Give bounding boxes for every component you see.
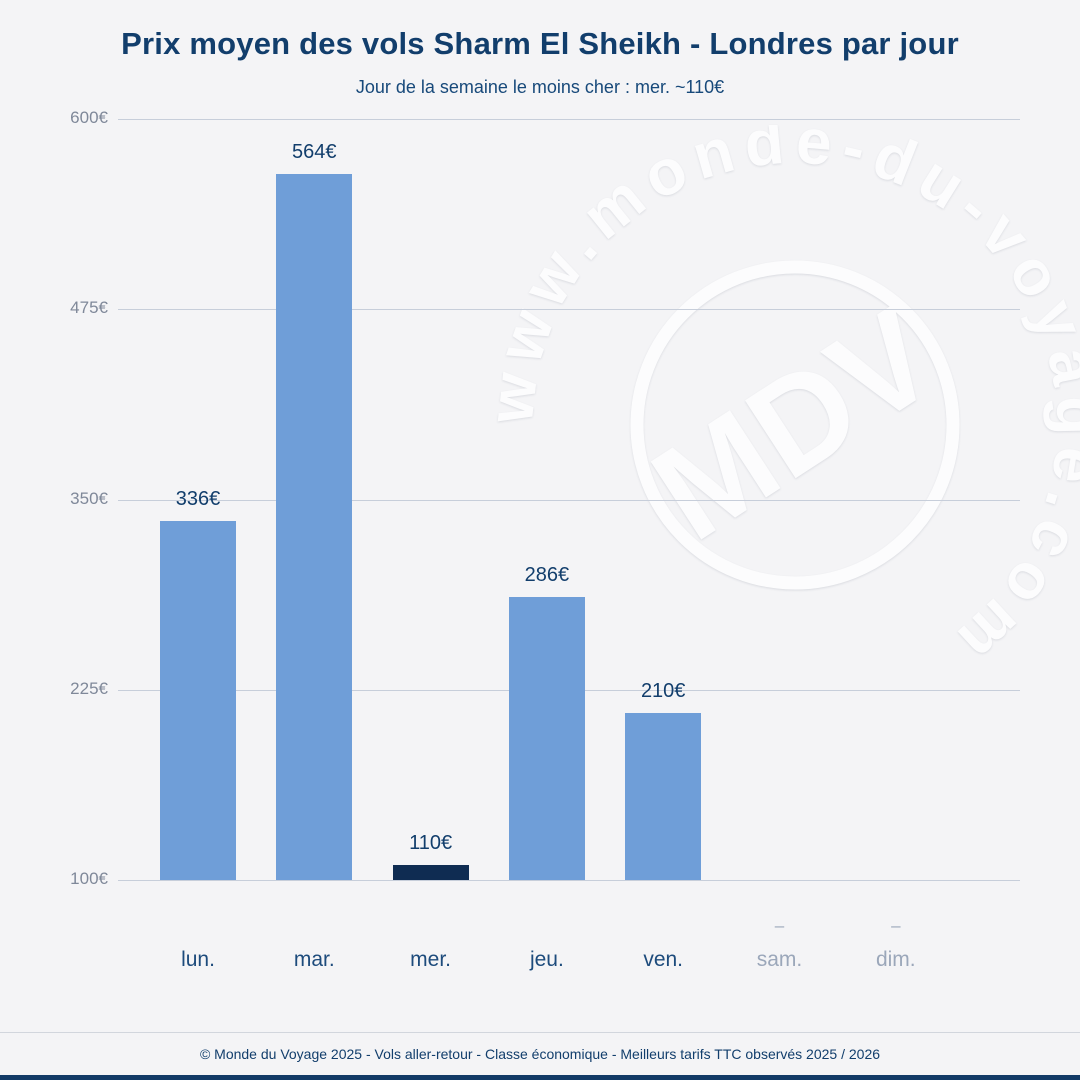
y-tick-label: 350€	[70, 488, 108, 508]
bar-value-label: 564€	[292, 140, 337, 163]
x-axis-day-label: jeu.	[529, 948, 564, 971]
bar	[625, 712, 702, 880]
gridline	[118, 309, 1020, 311]
no-data-dash: –	[774, 916, 785, 935]
no-data-dash: –	[891, 916, 901, 935]
bar	[508, 596, 585, 880]
y-tick-label: 225€	[70, 678, 108, 698]
chart-subtitle: Jour de la semaine le moins cher : mer. …	[355, 77, 725, 97]
bar	[160, 520, 236, 880]
chart-title: Prix moyen des vols Sharm El Sheikh - Lo…	[121, 26, 959, 61]
x-axis-day-label: mer.	[410, 948, 452, 971]
footer: © Monde du Voyage 2025 - Vols aller-reto…	[0, 1032, 1080, 1076]
footer-bottom-bar	[0, 1075, 1080, 1080]
bar-value-label: 110€	[409, 831, 453, 854]
y-tick-label: 600€	[70, 108, 108, 127]
y-tick-label: 475€	[70, 298, 108, 318]
gridline	[118, 880, 1020, 881]
bar	[392, 864, 469, 880]
x-axis-day-label: dim.	[875, 948, 916, 971]
x-axis-day-label: lun.	[181, 948, 215, 971]
x-axis-day-label: ven.	[643, 948, 684, 971]
bar-value-label: 286€	[524, 563, 570, 586]
x-axis-day-label: mar.	[293, 948, 335, 971]
gridline	[118, 499, 1020, 501]
bar	[276, 173, 353, 880]
bar-value-label: 210€	[640, 679, 686, 702]
bar-value-label: 336€	[175, 487, 221, 510]
y-tick-label: 100€	[70, 869, 108, 888]
gridline	[118, 119, 1020, 120]
x-axis-day-label: sam.	[756, 948, 803, 971]
footer-text: © Monde du Voyage 2025 - Vols aller-reto…	[199, 1046, 881, 1062]
